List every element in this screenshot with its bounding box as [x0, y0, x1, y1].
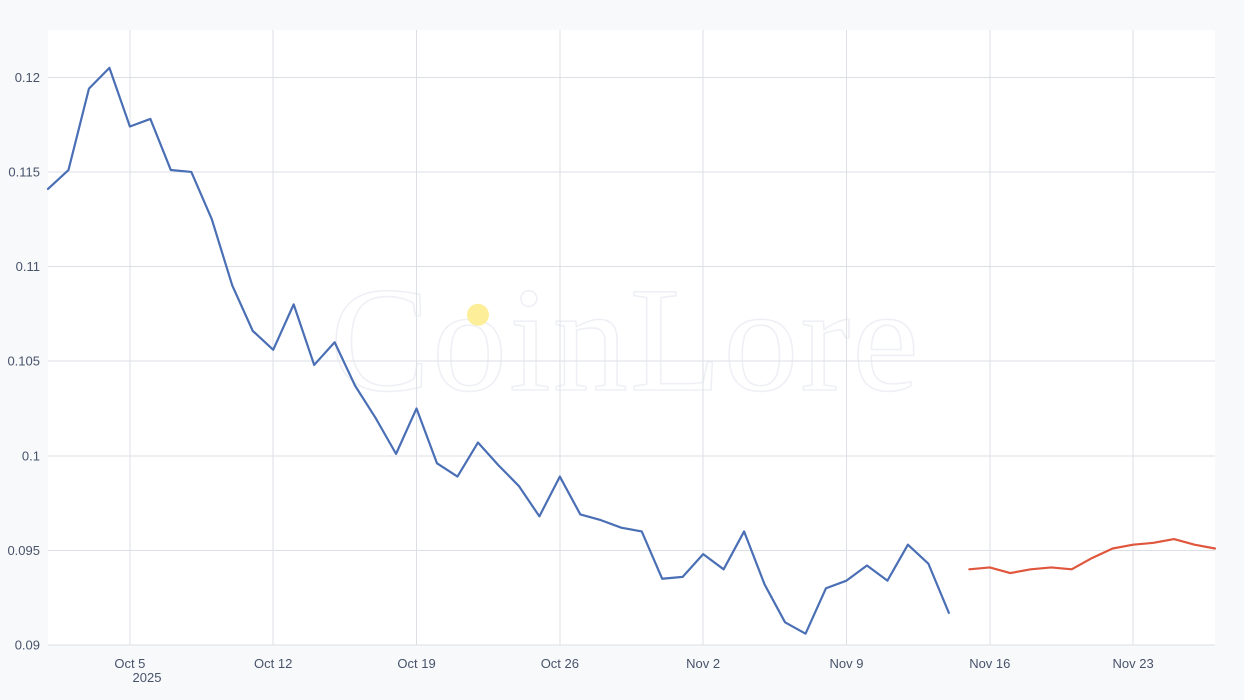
- y-tick-label: 0.09: [15, 638, 40, 653]
- x-axis-year-label: 2025: [133, 670, 162, 685]
- x-tick-label: Oct 12: [254, 656, 292, 671]
- x-tick-label: Oct 26: [541, 656, 579, 671]
- y-tick-label: 0.095: [7, 543, 40, 558]
- x-tick-label: Oct 5: [114, 656, 145, 671]
- x-tick-label: Nov 2: [686, 656, 720, 671]
- highlight-dot[interactable]: [466, 303, 489, 326]
- y-tick-label: 0.11: [16, 259, 40, 274]
- chart-markers-group: [466, 303, 489, 326]
- x-tick-label: Nov 16: [969, 656, 1010, 671]
- y-gridlines: [48, 76, 1215, 646]
- y-tick-label: 0.12: [15, 70, 40, 85]
- x-tick-label: Nov 23: [1113, 656, 1154, 671]
- x-tick-label: Oct 19: [397, 656, 435, 671]
- series-line-price-history[interactable]: [46, 66, 950, 635]
- chart-series-group: [46, 66, 1217, 635]
- x-gridlines: [129, 30, 1134, 645]
- y-tick-label: 0.105: [7, 354, 40, 369]
- y-axis-tick-labels: 0.09 0.095 0.1 0.105 0.11 0.115 0.12: [7, 70, 40, 653]
- series-line-price-forecast[interactable]: [968, 537, 1217, 575]
- plot-area-background: [48, 30, 1215, 645]
- coinlore-watermark: CoinLore: [329, 256, 921, 424]
- x-axis-tick-labels: Oct 5 Oct 12 Oct 19 Oct 26 Nov 2 Nov 9 Nov 16 N…: [114, 656, 1153, 671]
- watermark-label: CoinLore: [330, 257, 921, 423]
- y-tick-label: 0.115: [8, 164, 40, 179]
- x-tick-label: Nov 9: [829, 656, 863, 671]
- y-tick-label: 0.1: [22, 448, 40, 463]
